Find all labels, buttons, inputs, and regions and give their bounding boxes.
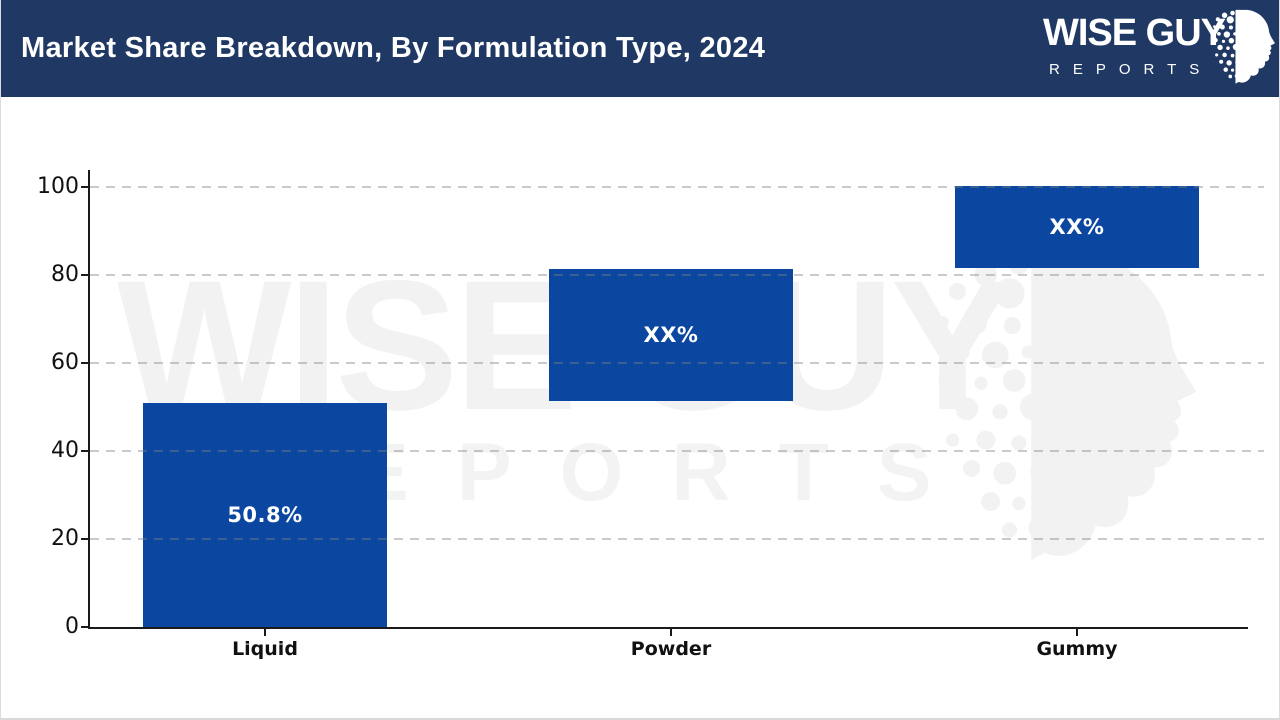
x-tick-mark-liquid [264,629,266,636]
watermark-head-dots-icon [929,246,1213,568]
logo-head-dots-icon [1211,6,1279,88]
gridline-80 [90,274,1264,276]
page-title: Market Share Breakdown, By Formulation T… [21,32,766,64]
header-bar: Market Share Breakdown, By Formulation T… [1,0,1279,97]
x-tick-mark-powder [670,629,672,636]
x-tick-label-liquid: Liquid [232,638,298,660]
bar-value-label-gummy: XX% [1049,214,1105,239]
y-axis-line [88,170,90,629]
gridline-100 [90,186,1264,188]
y-tick-mark-0 [81,626,88,628]
bar-liquid: 50.8% [143,403,387,627]
y-tick-label-0: 0 [65,614,79,639]
bar-value-label-powder: XX% [643,322,699,347]
y-tick-label-40: 40 [51,438,79,463]
x-tick-label-gummy: Gummy [1036,638,1118,660]
bar-gummy: XX% [955,185,1199,268]
x-tick-mark-gummy [1076,629,1078,636]
y-tick-mark-20 [81,538,88,540]
y-tick-label-60: 60 [51,350,79,375]
y-tick-label-100: 100 [37,174,79,199]
gridline-40 [90,450,1264,452]
y-tick-mark-60 [81,362,88,364]
gridline-60 [90,362,1264,364]
wise-guy-reports-logo: WISE GUY REPORTS [1029,4,1279,94]
y-tick-label-20: 20 [51,526,79,551]
y-tick-mark-40 [81,450,88,452]
x-axis-line [88,627,1248,629]
x-tick-label-powder: Powder [630,638,712,660]
bar-powder: XX% [549,268,793,401]
bar-value-label-liquid: 50.8% [227,503,303,528]
logo-brand-text: WISE GUY [1043,12,1226,54]
gridline-20 [90,538,1264,540]
y-tick-label-80: 80 [51,262,79,287]
y-tick-mark-80 [81,274,88,276]
logo-reports-text: REPORTS [1049,61,1213,78]
y-tick-mark-100 [81,186,88,188]
